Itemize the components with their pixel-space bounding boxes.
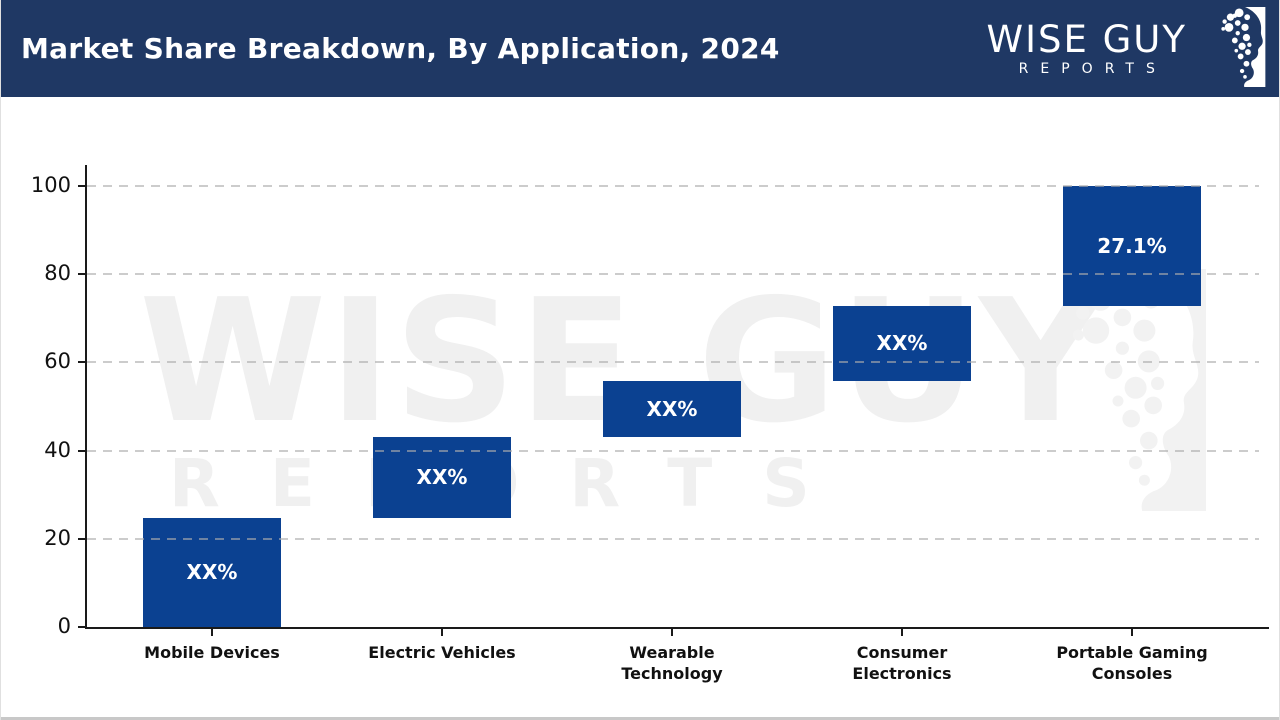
page-title: Market Share Breakdown, By Application, … xyxy=(21,32,780,65)
y-axis-line xyxy=(85,165,87,629)
bar-value-label: XX% xyxy=(186,560,238,585)
x-tick-mark xyxy=(671,629,673,636)
y-tick-mark xyxy=(78,449,85,452)
logo-wordmark: WISE GUY REPORTS xyxy=(987,21,1187,76)
x-axis-label: Electric Vehicles xyxy=(368,643,516,662)
header-bar: Market Share Breakdown, By Application, … xyxy=(1,0,1279,97)
gridline xyxy=(87,537,1259,540)
y-tick-mark xyxy=(78,185,85,187)
y-tick-label: 80 xyxy=(44,261,71,286)
x-tick-mark xyxy=(441,629,443,636)
x-axis-label: Consumer Electronics xyxy=(852,643,952,683)
x-tick-mark xyxy=(901,629,903,636)
gridline xyxy=(87,361,1259,364)
bar-consumer-electronics: XX% xyxy=(833,305,971,382)
gridline xyxy=(87,273,1259,276)
y-tick-mark xyxy=(78,537,85,540)
y-tick-label: 60 xyxy=(44,349,71,374)
bar-value-label: XX% xyxy=(646,397,698,422)
gridline xyxy=(87,449,1259,452)
y-tick-mark xyxy=(78,273,85,276)
bar-wearable-technology: XX% xyxy=(603,381,741,437)
dotted-head-icon xyxy=(1191,6,1267,91)
x-axis-label: Mobile Devices xyxy=(144,643,280,662)
y-tick-mark xyxy=(78,626,85,628)
watermark-reports-text: REPORTS xyxy=(169,445,860,522)
bottom-border xyxy=(1,717,1279,720)
logo-reports-text: REPORTS xyxy=(1018,61,1167,77)
y-tick-label: 20 xyxy=(44,525,71,550)
y-tick-label: 0 xyxy=(57,614,71,638)
bar-portable-gaming-consoles: 27.1% xyxy=(1063,186,1201,306)
y-tick-label: 40 xyxy=(44,437,71,462)
x-axis-line xyxy=(85,627,1269,629)
bar-mobile-devices: XX% xyxy=(143,517,281,627)
logo-brand-text: WISE GUY xyxy=(986,18,1187,61)
gridline xyxy=(87,185,1259,187)
bar-value-label: XX% xyxy=(876,331,928,356)
x-axis-label: Portable Gaming Consoles xyxy=(1056,643,1208,683)
x-tick-mark xyxy=(211,629,213,636)
bar-value-label: XX% xyxy=(416,465,468,490)
wiseguy-logo: WISE GUY REPORTS xyxy=(987,6,1267,91)
x-tick-mark xyxy=(1131,629,1133,636)
x-axis-label: Wearable Technology xyxy=(621,643,723,683)
y-tick-mark xyxy=(78,361,85,364)
y-tick-label: 100 xyxy=(30,173,71,197)
bar-value-label: 27.1% xyxy=(1097,233,1167,258)
